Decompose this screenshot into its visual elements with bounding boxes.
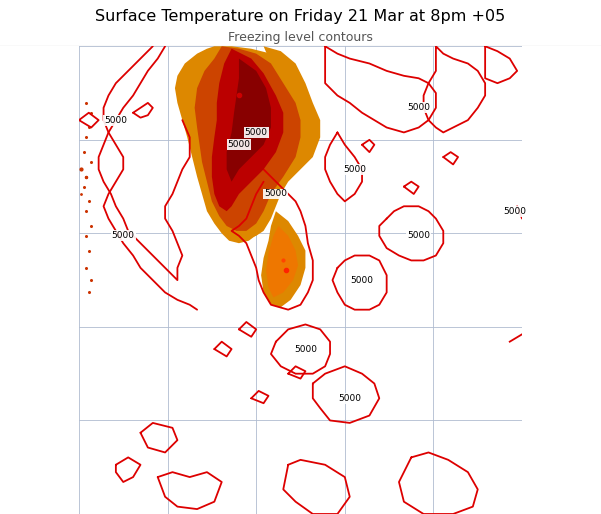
Polygon shape [266,226,298,298]
Text: 5000: 5000 [245,128,267,137]
Polygon shape [195,46,300,231]
Text: 5000: 5000 [227,140,251,149]
Polygon shape [175,46,313,243]
Text: 5000: 5000 [294,344,317,354]
Polygon shape [212,49,283,211]
Text: 5000: 5000 [264,190,287,198]
Text: 5000: 5000 [407,103,430,112]
Text: 5000: 5000 [350,276,374,285]
Text: 5000: 5000 [105,116,127,124]
Text: 5000: 5000 [503,207,526,216]
Text: 5000: 5000 [112,231,135,241]
Text: Freezing level contours: Freezing level contours [228,31,373,44]
Text: 5000: 5000 [343,165,366,174]
Text: Surface Temperature on Friday 21 Mar at 8pm +05: Surface Temperature on Friday 21 Mar at … [96,9,505,24]
Polygon shape [261,211,305,307]
Text: 5000: 5000 [338,394,361,403]
Polygon shape [227,59,271,181]
Polygon shape [249,46,320,238]
Text: 5000: 5000 [407,231,430,241]
